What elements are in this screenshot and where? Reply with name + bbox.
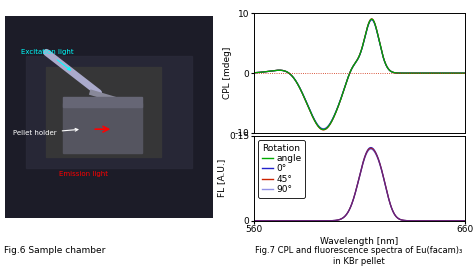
X-axis label: Wavelength [nm]: Wavelength [nm] <box>320 237 398 246</box>
Text: Fig.7 CPL and fluorescence spectra of Eu(facam)₃: Fig.7 CPL and fluorescence spectra of Eu… <box>255 246 463 255</box>
Text: Fig.6 Sample chamber: Fig.6 Sample chamber <box>4 246 105 255</box>
Bar <box>46 66 161 157</box>
Text: Excitation light: Excitation light <box>21 49 74 70</box>
Legend: angle, 0°, 45°, 90°: angle, 0°, 45°, 90° <box>258 140 305 198</box>
Bar <box>26 56 192 168</box>
Bar <box>63 103 142 153</box>
Text: Pellet holder: Pellet holder <box>13 128 78 136</box>
Text: Emission light: Emission light <box>60 171 109 177</box>
Bar <box>63 97 142 107</box>
Text: in KBr pellet: in KBr pellet <box>333 257 385 266</box>
Y-axis label: FL [A.U.]: FL [A.U.] <box>218 159 227 197</box>
Y-axis label: CPL [mdeg]: CPL [mdeg] <box>223 47 232 99</box>
